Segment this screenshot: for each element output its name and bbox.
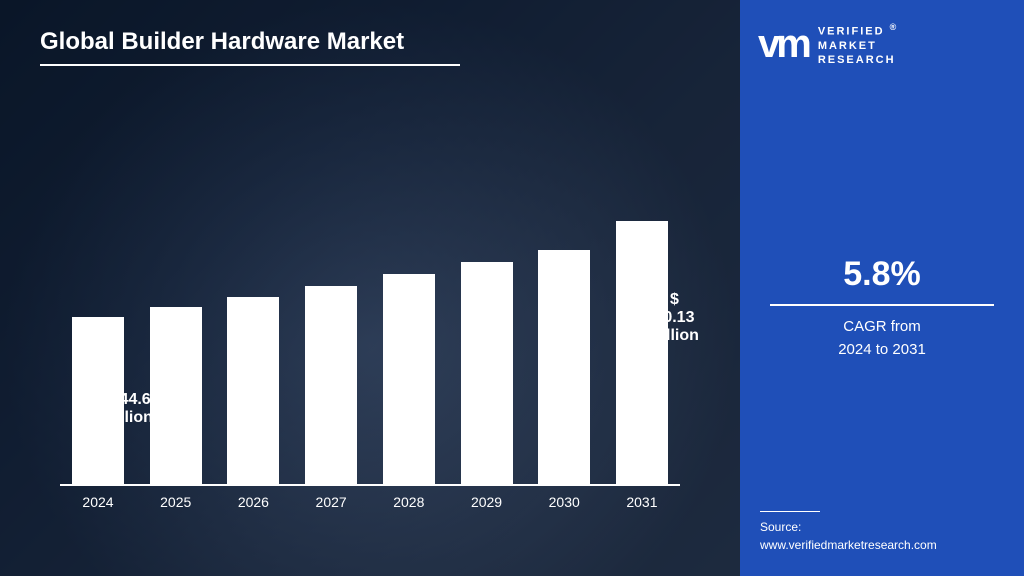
source-url: www.verifiedmarketresearch.com: [760, 536, 937, 554]
value-label: $ 44.6Billion: [104, 391, 153, 427]
bar-2031: [610, 221, 674, 484]
x-axis-label: 2030: [532, 494, 596, 510]
cagr-block: 5.8% CAGR from 2024 to 2031: [770, 255, 994, 361]
bar-2030: [532, 250, 596, 484]
x-axis-label: 2026: [221, 494, 285, 510]
x-axis-label: 2027: [299, 494, 363, 510]
brand-logo: vm VERIFIED ® MARKET RESEARCH: [758, 22, 1006, 68]
bar: [150, 307, 202, 484]
bar: [227, 297, 279, 484]
bar-2026: [221, 297, 285, 484]
x-axis-label: 2025: [144, 494, 208, 510]
x-axis-label: 2029: [455, 494, 519, 510]
value-label: $ 70.13Billion: [650, 291, 699, 345]
source-divider: [760, 511, 820, 512]
x-axis-label: 2028: [377, 494, 441, 510]
logo-text: VERIFIED ® MARKET RESEARCH: [818, 22, 898, 68]
bar: [305, 286, 357, 484]
bar: [538, 250, 590, 484]
bar-2027: [299, 286, 363, 484]
title-underline: [40, 64, 460, 66]
bar: [383, 274, 435, 484]
bar: [461, 262, 513, 484]
bar-2028: [377, 274, 441, 484]
x-axis-label: 2024: [66, 494, 130, 510]
bar-2025: [144, 307, 208, 484]
bar-chart: $ 44.6Billion$ 70.13Billion 202420252026…: [60, 176, 680, 526]
bar: [616, 221, 668, 484]
info-panel: vm VERIFIED ® MARKET RESEARCH 5.8% CAGR …: [740, 0, 1024, 576]
logo-mark: vm: [758, 22, 808, 67]
chart-panel: Global Builder Hardware Market $ 44.6Bil…: [0, 0, 740, 576]
cagr-subtitle: CAGR from 2024 to 2031: [770, 316, 994, 361]
x-axis-label: 2031: [610, 494, 674, 510]
cagr-divider: [770, 304, 994, 306]
chart-title: Global Builder Hardware Market: [40, 28, 404, 56]
bar-2029: [455, 262, 519, 484]
source-block: Source: www.verifiedmarketresearch.com: [760, 511, 937, 554]
source-label: Source:: [760, 518, 937, 536]
cagr-value: 5.8%: [770, 255, 994, 294]
